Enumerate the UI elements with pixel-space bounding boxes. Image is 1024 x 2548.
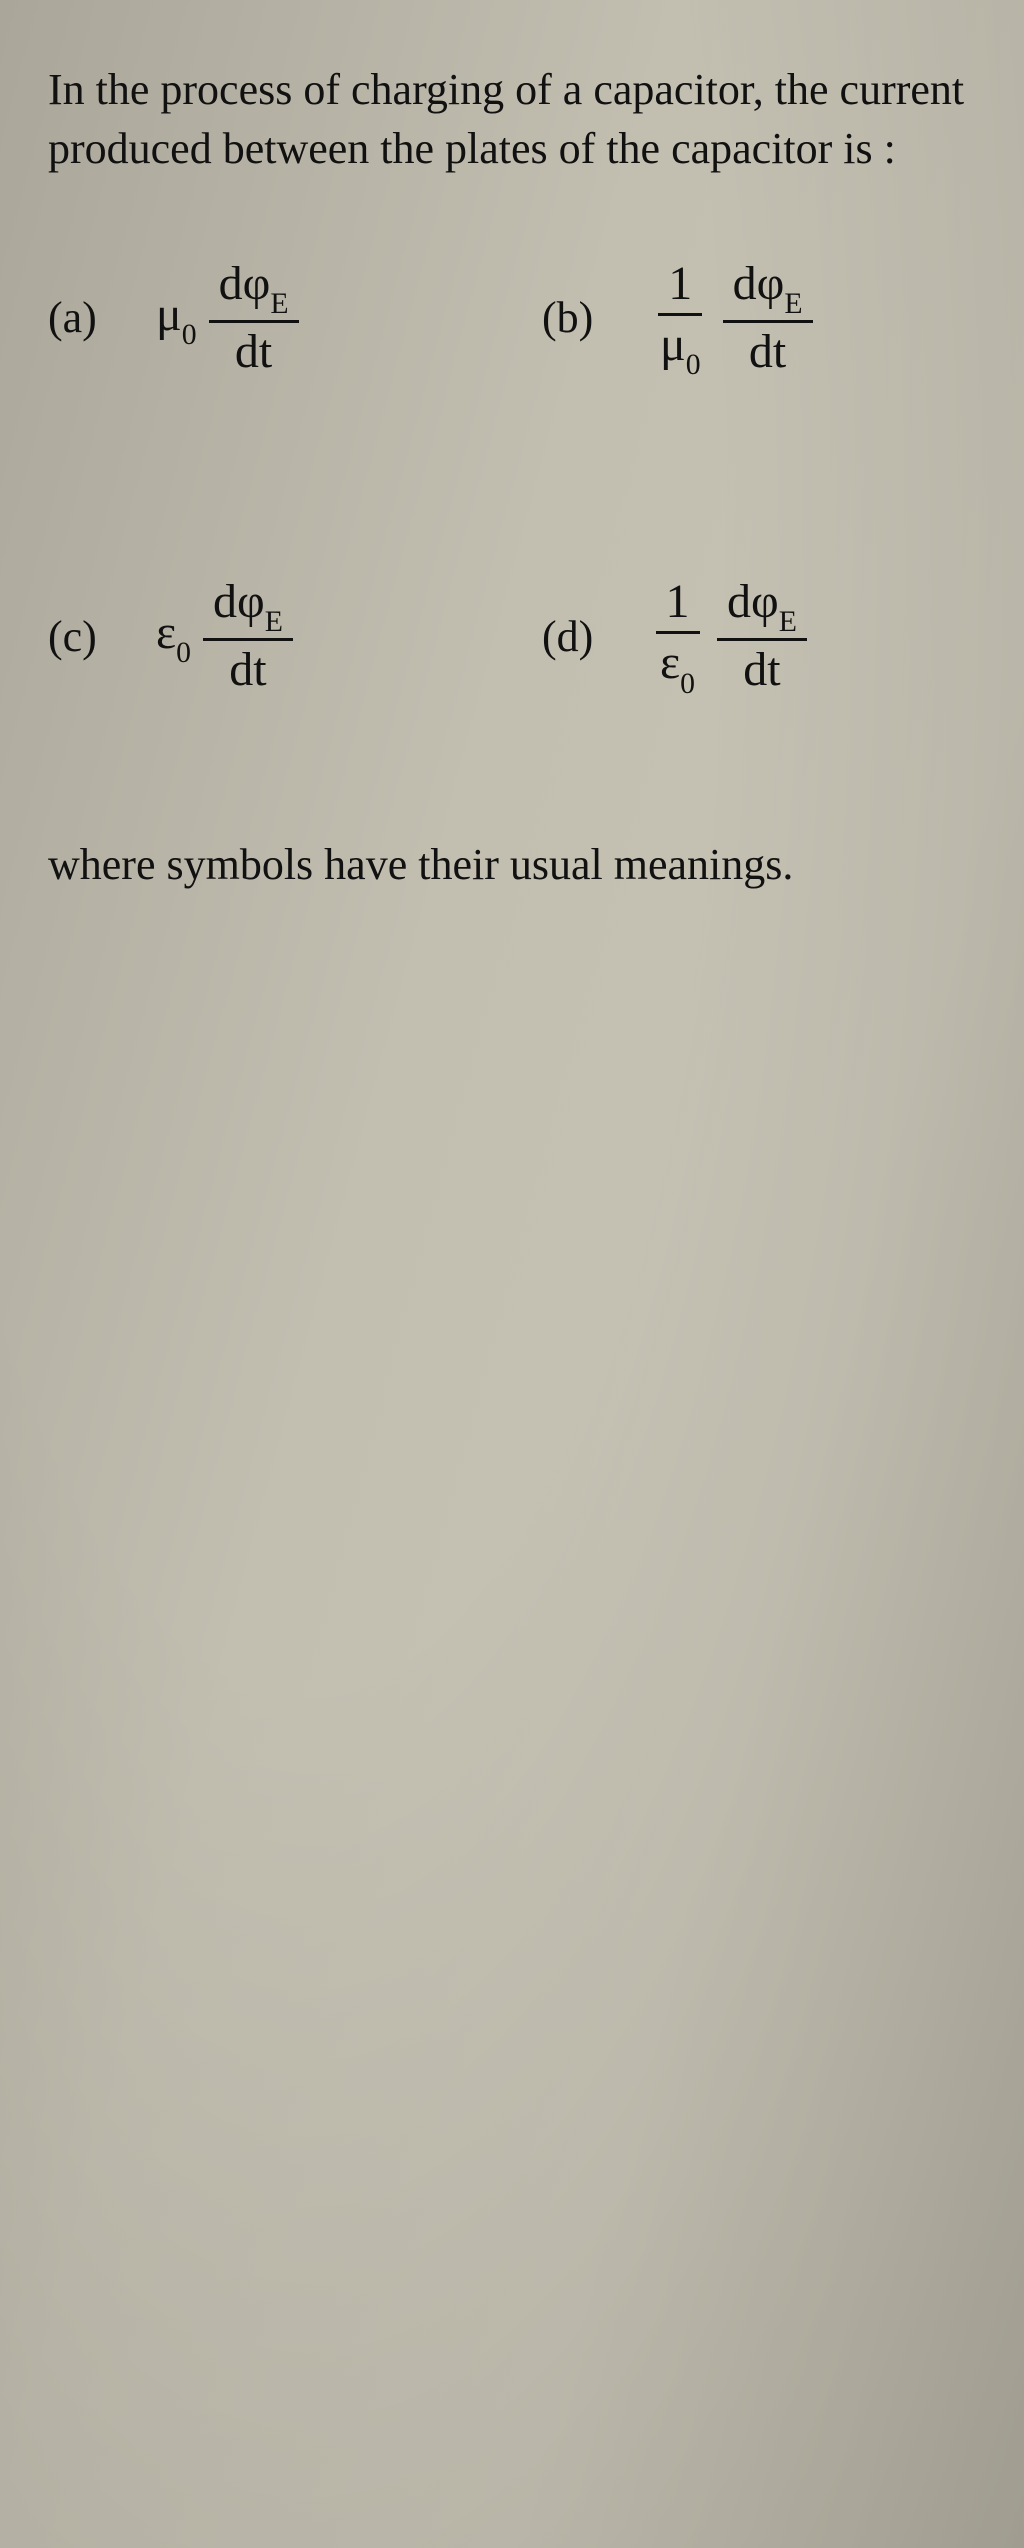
option-b-label: (b) <box>542 292 622 343</box>
fraction: dφE dt <box>203 577 293 695</box>
numerator: dφE <box>203 577 293 641</box>
epsilon-symbol: ε0 <box>156 605 191 667</box>
numerator: dφE <box>723 259 813 323</box>
denominator: dt <box>225 323 282 377</box>
option-c-formula: ε0 dφE dt <box>156 577 293 695</box>
numerator: dφE <box>209 259 299 323</box>
numerator: 1 <box>656 577 700 634</box>
fraction: 1 μ0 <box>650 259 711 377</box>
numerator: dφE <box>717 577 807 641</box>
question-page: In the process of charging of a capacito… <box>0 0 1024 2548</box>
denominator: ε0 <box>650 634 705 695</box>
question-text: In the process of charging of a capacito… <box>48 60 976 179</box>
option-a-formula: μ0 dφE dt <box>156 259 299 377</box>
denominator: dt <box>733 641 790 695</box>
option-b: (b) 1 μ0 dφE dt <box>542 259 976 377</box>
fraction: 1 ε0 <box>650 577 705 695</box>
option-c: (c) ε0 dφE dt <box>48 577 482 695</box>
denominator: μ0 <box>650 316 711 377</box>
option-a: (a) μ0 dφE dt <box>48 259 482 377</box>
denominator: dt <box>739 323 796 377</box>
option-c-label: (c) <box>48 611 128 662</box>
fraction: dφE dt <box>717 577 807 695</box>
option-b-formula: 1 μ0 dφE dt <box>650 259 813 377</box>
option-d-formula: 1 ε0 dφE dt <box>650 577 807 695</box>
option-d: (d) 1 ε0 dφE dt <box>542 577 976 695</box>
fraction: dφE dt <box>723 259 813 377</box>
fraction: dφE dt <box>209 259 299 377</box>
denominator: dt <box>219 641 276 695</box>
mu-symbol: μ0 <box>156 287 197 349</box>
option-a-label: (a) <box>48 292 128 343</box>
numerator: 1 <box>658 259 702 316</box>
closing-text: where symbols have their usual meanings. <box>48 835 976 894</box>
options-grid: (a) μ0 dφE dt (b) 1 μ0 dφE dt <box>48 259 976 695</box>
option-d-label: (d) <box>542 611 622 662</box>
